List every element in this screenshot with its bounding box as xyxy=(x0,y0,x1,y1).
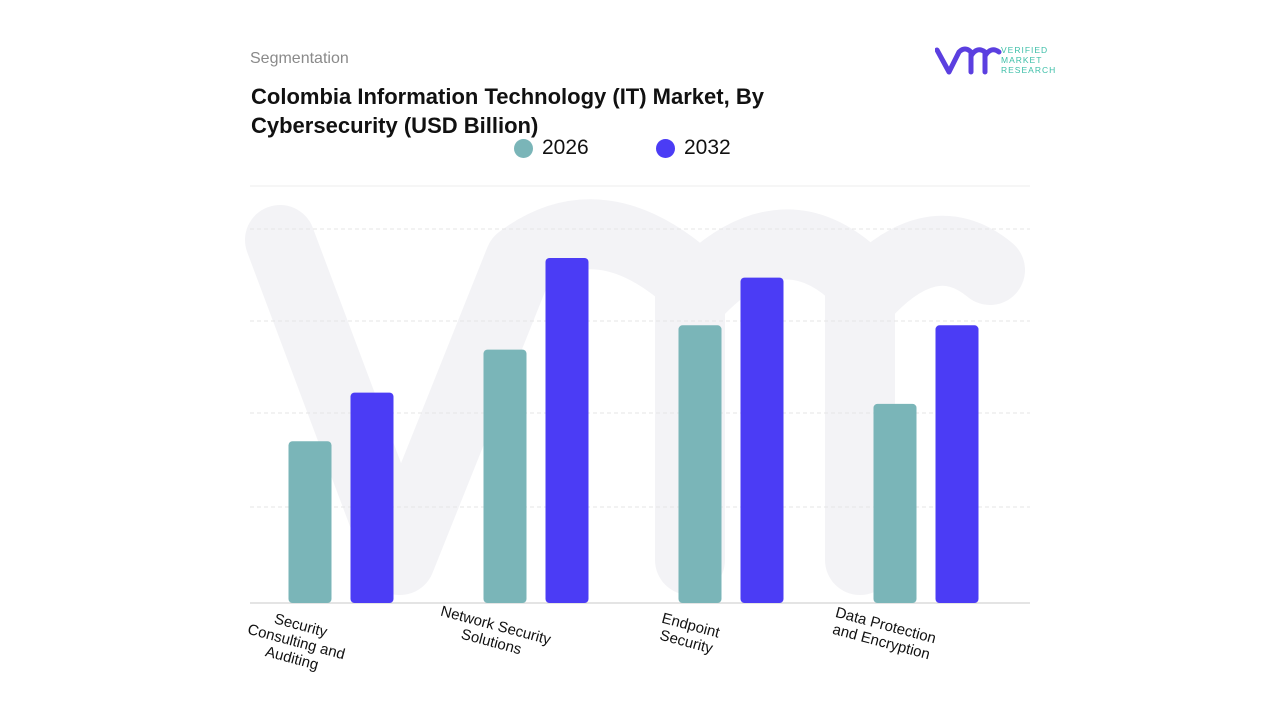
logo-text-2: MARKET xyxy=(1001,55,1042,65)
bar-2026-1 xyxy=(483,349,527,603)
legend-swatch-2032 xyxy=(656,138,675,158)
bar-2032-1 xyxy=(545,257,589,603)
x-tick-label: Network SecuritySolutions xyxy=(434,603,553,665)
x-tick-label: Data Protectionand Encryption xyxy=(829,604,938,664)
bar-2026-0 xyxy=(288,441,332,603)
x-tick-label: SecurityConsulting andAuditing xyxy=(241,604,351,679)
logo-text-3: RESEARCH xyxy=(1001,65,1056,75)
bar-2026-3 xyxy=(873,403,917,603)
bar-2032-0 xyxy=(350,392,394,603)
chart-title: Colombia Information Technology (IT) Mar… xyxy=(251,84,764,138)
legend-label-2032: 2032 xyxy=(684,136,731,159)
x-tick-label: EndpointSecurity xyxy=(655,610,722,658)
section-label: Segmentation xyxy=(250,50,349,67)
watermark-logo xyxy=(245,199,1025,595)
legend-label-2026: 2026 xyxy=(542,136,589,159)
legend: 2026 2032 xyxy=(514,136,798,160)
bar-2032-2 xyxy=(740,277,784,603)
bar-2032-3 xyxy=(935,325,979,603)
legend-swatch-2026 xyxy=(514,138,533,158)
bar-2026-2 xyxy=(678,325,722,603)
legend-item-2032[interactable]: 2032 xyxy=(656,136,798,160)
legend-item-2026[interactable]: 2026 xyxy=(514,136,656,160)
logo-text-1: VERIFIED xyxy=(1001,45,1048,55)
vmr-logo: VERIFIED MARKET RESEARCH xyxy=(934,44,1065,83)
